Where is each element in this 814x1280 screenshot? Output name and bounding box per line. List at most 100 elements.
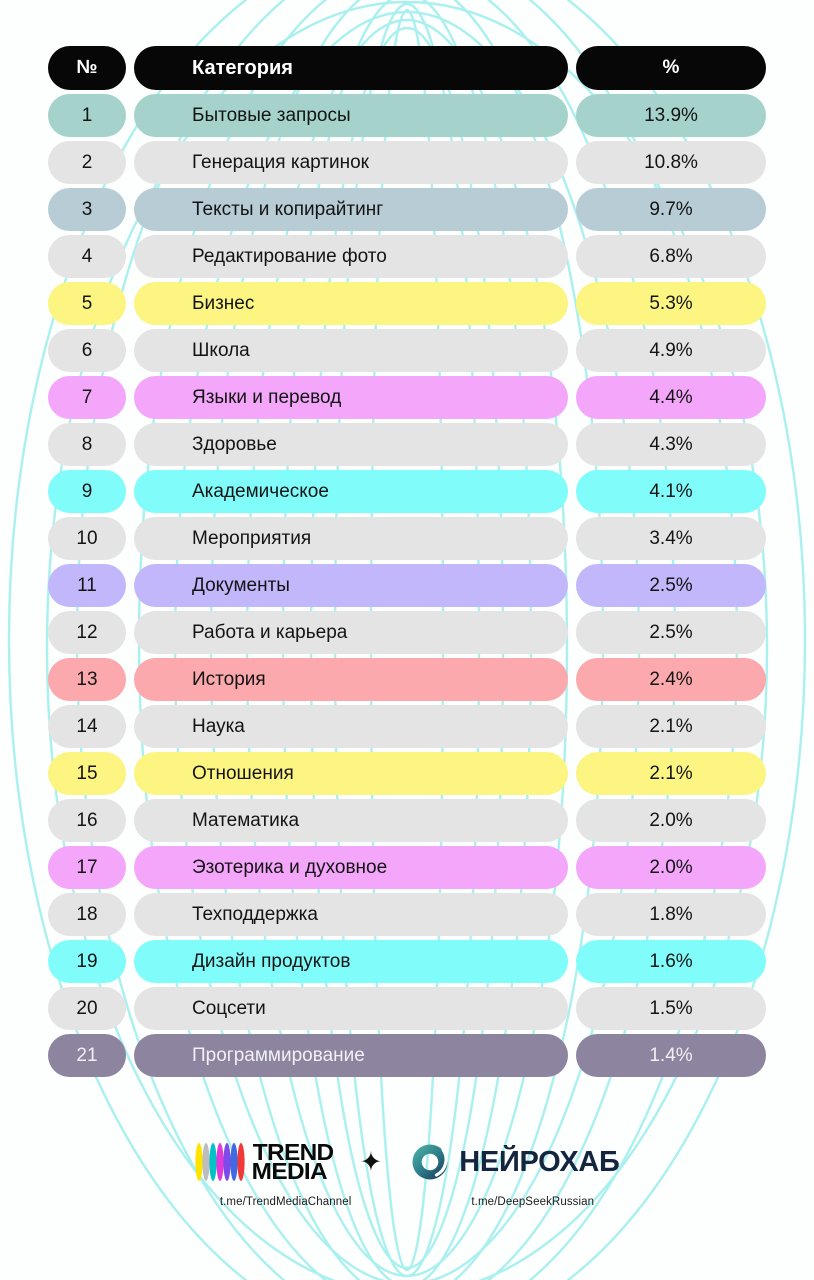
row-category-cell: Программирование — [134, 1034, 568, 1077]
row-category-cell: Соцсети — [134, 987, 568, 1030]
row-percent-cell: 4.3% — [576, 423, 766, 466]
brand-trend-media[interactable]: TREND MEDIA — [194, 1139, 335, 1185]
header-cell-number: № — [48, 46, 126, 90]
row-percent-cell: 4.1% — [576, 470, 766, 513]
row-percent-cell: 4.4% — [576, 376, 766, 419]
row-number-cell: 10 — [48, 517, 126, 560]
row-number-cell: 17 — [48, 846, 126, 889]
row-percent-cell: 1.8% — [576, 893, 766, 936]
row-category-cell: Документы — [134, 564, 568, 607]
trend-media-handle[interactable]: t.me/TrendMediaChannel — [219, 1196, 352, 1208]
row-category-cell: Бизнес — [134, 282, 568, 325]
neurohub-circle-icon — [412, 1144, 448, 1180]
row-category-cell: Бытовые запросы — [134, 94, 568, 137]
row-percent-cell: 9.7% — [576, 188, 766, 231]
row-number-cell: 15 — [48, 752, 126, 795]
table-row: 3 Тексты и копирайтинг 9.7% — [48, 188, 766, 231]
row-percent-cell: 2.0% — [576, 799, 766, 842]
row-category-cell: Отношения — [134, 752, 568, 795]
row-number-cell: 20 — [48, 987, 126, 1030]
row-number-cell: 14 — [48, 705, 126, 748]
row-category-cell: Наука — [134, 705, 568, 748]
header-cell-percent: % — [576, 46, 766, 90]
row-category-cell: Академическое — [134, 470, 568, 513]
table-row: 1 Бытовые запросы 13.9% — [48, 94, 766, 137]
table-row: 7 Языки и перевод 4.4% — [48, 376, 766, 419]
row-number-cell: 18 — [48, 893, 126, 936]
table-row: 11 Документы 2.5% — [48, 564, 766, 607]
row-number-cell: 5 — [48, 282, 126, 325]
row-number-cell: 19 — [48, 940, 126, 983]
row-category-cell: Редактирование фото — [134, 235, 568, 278]
row-category-cell: Техподдержка — [134, 893, 568, 936]
table-row: 20 Соцсети 1.5% — [48, 987, 766, 1030]
table-row: 21 Программирование 1.4% — [48, 1034, 766, 1077]
row-category-cell: Генерация картинок — [134, 141, 568, 184]
row-category-cell: Эзотерика и духовное — [134, 846, 568, 889]
row-number-cell: 13 — [48, 658, 126, 701]
neurohub-wordmark: НЕЙРОХАБ — [459, 1145, 620, 1178]
table-row: 15 Отношения 2.1% — [48, 752, 766, 795]
row-number-cell: 16 — [48, 799, 126, 842]
row-category-cell: Здоровье — [134, 423, 568, 466]
row-percent-cell: 1.6% — [576, 940, 766, 983]
row-number-cell: 8 — [48, 423, 126, 466]
sparkle-icon: ✦ — [359, 1146, 383, 1177]
row-number-cell: 6 — [48, 329, 126, 372]
table-row: 5 Бизнес 5.3% — [48, 282, 766, 325]
row-percent-cell: 2.5% — [576, 611, 766, 654]
table-body: 1 Бытовые запросы 13.9% 2 Генерация картинок… — [48, 94, 766, 1077]
row-percent-cell: 4.9% — [576, 329, 766, 372]
table-row: 8 Здоровье 4.3% — [48, 423, 766, 466]
table-row: 13 История 2.4% — [48, 658, 766, 701]
row-number-cell: 7 — [48, 376, 126, 419]
row-number-cell: 12 — [48, 611, 126, 654]
row-number-cell: 3 — [48, 188, 126, 231]
row-category-cell: Тексты и копирайтинг — [134, 188, 568, 231]
row-percent-cell: 2.0% — [576, 846, 766, 889]
row-number-cell: 21 — [48, 1034, 126, 1077]
table-row: 14 Наука 2.1% — [48, 705, 766, 748]
table-row: 19 Дизайн продуктов 1.6% — [48, 940, 766, 983]
row-category-cell: Языки и перевод — [134, 376, 568, 419]
row-category-cell: Математика — [134, 799, 568, 842]
row-percent-cell: 10.8% — [576, 141, 766, 184]
row-category-cell: Школа — [134, 329, 568, 372]
row-number-cell: 4 — [48, 235, 126, 278]
row-number-cell: 2 — [48, 141, 126, 184]
row-percent-cell: 2.1% — [576, 705, 766, 748]
table-row: 12 Работа и карьера 2.5% — [48, 611, 766, 654]
row-percent-cell: 1.4% — [576, 1034, 766, 1077]
table-header-row: № Категория % — [48, 46, 766, 90]
table-row: 10 Мероприятия 3.4% — [48, 517, 766, 560]
table-row: 4 Редактирование фото 6.8% — [48, 235, 766, 278]
table-row: 16 Математика 2.0% — [48, 799, 766, 842]
neurohub-handle[interactable]: t.me/DeepSeekRussian — [471, 1196, 595, 1208]
row-percent-cell: 2.1% — [576, 752, 766, 795]
row-category-cell: Работа и карьера — [134, 611, 568, 654]
table-row: 9 Академическое 4.1% — [48, 470, 766, 513]
row-percent-cell: 13.9% — [576, 94, 766, 137]
handles-row: t.me/TrendMediaChannel t.me/DeepSeekRuss… — [48, 1185, 766, 1208]
row-number-cell: 9 — [48, 470, 126, 513]
row-percent-cell: 1.5% — [576, 987, 766, 1030]
table-row: 18 Техподдержка 1.8% — [48, 893, 766, 936]
row-percent-cell: 6.8% — [576, 235, 766, 278]
row-number-cell: 1 — [48, 94, 126, 137]
table-row: 17 Эзотерика и духовное 2.0% — [48, 846, 766, 889]
row-percent-cell: 3.4% — [576, 517, 766, 560]
ranking-table: № Категория % 1 Бытовые запросы 13.9% 2 Гене… — [48, 46, 766, 1077]
row-number-cell: 11 — [48, 564, 126, 607]
table-row: 6 Школа 4.9% — [48, 329, 766, 372]
row-category-cell: Дизайн продуктов — [134, 940, 568, 983]
row-percent-cell: 2.5% — [576, 564, 766, 607]
brand-neurohub[interactable]: НЕЙРОХАБ — [410, 1139, 620, 1185]
header-cell-category: Категория — [134, 46, 568, 90]
footer: TREND MEDIA ✦ — [48, 1139, 766, 1280]
trend-media-wordmark: TREND MEDIA — [252, 1141, 335, 1184]
trend-media-line2: MEDIA — [252, 1158, 328, 1184]
trend-media-lockup: TREND MEDIA — [194, 1139, 335, 1185]
brand-strip: TREND MEDIA ✦ — [194, 1139, 620, 1185]
table-row: 2 Генерация картинок 10.8% — [48, 141, 766, 184]
